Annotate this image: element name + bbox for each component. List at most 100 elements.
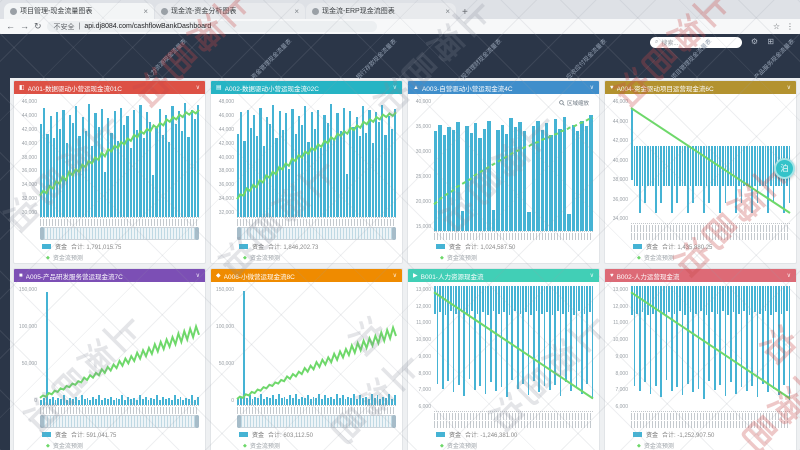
navigator-right-handle[interactable] <box>195 227 199 240</box>
panel-header[interactable]: ♥ B002-人力运营现金流 ∨ <box>605 269 796 282</box>
trend-line <box>631 98 790 223</box>
bar <box>447 127 451 231</box>
panel-icon: ◆ <box>216 273 221 279</box>
new-tab-button[interactable]: + <box>462 7 468 18</box>
bar <box>719 286 721 385</box>
chevron-down-icon[interactable]: ∨ <box>786 85 791 91</box>
bar <box>687 145 689 214</box>
bar <box>700 286 703 311</box>
legend-row[interactable]: 资金 合计: 1,024,587.50 <box>408 240 599 252</box>
navigator-left-handle[interactable] <box>40 227 44 240</box>
browser-tab-1[interactable]: 项目管理-现金流量图表 × <box>4 3 154 19</box>
search-input[interactable]: ⌕ 搜索... <box>650 37 742 48</box>
data-zoom-navigator[interactable] <box>40 415 199 428</box>
bar <box>173 395 176 405</box>
back-button[interactable]: ← <box>6 21 15 31</box>
floating-chat-button[interactable]: 泊 <box>774 158 795 179</box>
collapsed-sidebar[interactable] <box>0 34 10 450</box>
bar <box>586 286 588 384</box>
bar <box>436 286 439 384</box>
forward-button[interactable]: → <box>20 21 29 31</box>
legend-row[interactable]: 资金 合计: 1,846,202.73 <box>211 240 402 252</box>
browser-tab-2[interactable]: 现金流-资金分析图表 × <box>155 3 305 19</box>
bar <box>68 114 72 217</box>
plot-area <box>40 98 199 218</box>
bar <box>150 397 153 405</box>
navigator-left-handle[interactable] <box>237 227 241 240</box>
bar <box>164 114 168 217</box>
x-axis-labels <box>434 233 593 240</box>
bar <box>370 394 373 405</box>
legend-row[interactable]: 资金 合计: -1,252,907.50 <box>605 428 796 440</box>
browser-tab-3[interactable]: 现金流-ERP现金流图表 × <box>306 3 456 19</box>
browser-menu-icon[interactable]: ⋮ <box>786 22 794 31</box>
panel-header[interactable]: ♥ A004-资金驱动项目运营现金流6C ∨ <box>605 81 796 94</box>
panel-icon: ■ <box>19 272 23 279</box>
bar <box>663 286 665 315</box>
bar <box>708 145 711 204</box>
chevron-down-icon[interactable]: ∨ <box>589 273 594 279</box>
bar <box>567 213 571 231</box>
gear-icon[interactable]: ⚙ <box>750 37 758 46</box>
navigator-right-handle[interactable] <box>195 415 199 428</box>
legend-row[interactable]: 资金 合计: 1,791,015.75 <box>14 240 205 252</box>
panel-header[interactable]: ◧ A001-数据驱动小营运现金流01C ∨ <box>14 81 205 94</box>
tab-close-icon[interactable]: × <box>143 6 148 16</box>
navigator-right-handle[interactable] <box>392 415 396 428</box>
address-bar[interactable]: 不安全 | api.dj8084.com/cashflowBankDashboa… <box>46 21 377 32</box>
grid-apps-icon[interactable]: ⊞ <box>767 37 774 46</box>
zoom-tool-button[interactable]: 区域缩放 <box>556 99 591 107</box>
bar <box>743 145 745 186</box>
forecast-note: ◆ 资金流预测 <box>605 252 796 263</box>
bar <box>511 286 514 380</box>
bar <box>344 399 347 405</box>
legend-row[interactable]: 资金 合计: 1,435,880.25 <box>605 240 796 252</box>
trend-line <box>631 286 790 411</box>
chevron-down-icon[interactable]: ∨ <box>392 85 397 91</box>
chevron-down-icon[interactable]: ∨ <box>589 85 594 91</box>
legend-row[interactable]: 资金 合计: 603,112.50 <box>211 428 402 440</box>
data-zoom-navigator[interactable] <box>237 227 396 240</box>
forecast-note-label: 资金流预测 <box>52 444 83 450</box>
bar <box>692 145 695 204</box>
bar-series <box>237 98 397 217</box>
bar <box>306 395 309 405</box>
panel-header[interactable]: ▶ B001-人力资源现金流 ∨ <box>408 269 599 282</box>
legend-row[interactable]: 资金 合计: -1,246,381.00 <box>408 428 599 440</box>
plot-wrap: 13,000 12,000 11,000 10,000 9,000 8,000 7,000 6… <box>408 282 599 412</box>
bar <box>474 286 476 390</box>
navigator-right-handle[interactable] <box>392 227 396 240</box>
bar <box>294 133 297 217</box>
bar <box>307 142 310 217</box>
tab-close-icon[interactable]: × <box>294 6 299 16</box>
bar <box>495 286 498 391</box>
reload-button[interactable]: ↻ <box>34 21 42 31</box>
forecast-note: ◆ 资金流预测 <box>408 440 599 450</box>
y-tick-label: 20,000 <box>415 199 431 205</box>
navigator-left-handle[interactable] <box>237 415 241 428</box>
legend-swatch <box>239 431 248 437</box>
legend-row[interactable]: 资金 合计: 591,041.75 <box>14 428 205 440</box>
panel-header[interactable]: ◆ A006-小微营运现金流8C ∨ <box>211 269 402 282</box>
bar <box>78 136 81 217</box>
bar <box>772 286 775 389</box>
bar <box>159 400 162 405</box>
chevron-down-icon[interactable]: ∨ <box>786 273 791 279</box>
panel-header[interactable]: ▤ A002-数据驱动小营运现金流02C ∨ <box>211 81 402 94</box>
panel-header[interactable]: ▲ A003-自营驱动小营运现金流4C ∨ <box>408 81 599 94</box>
data-zoom-navigator[interactable] <box>40 227 199 240</box>
tab-close-icon[interactable]: × <box>445 6 450 16</box>
data-zoom-navigator[interactable] <box>237 415 396 428</box>
chevron-down-icon[interactable]: ∨ <box>392 273 397 279</box>
bar <box>152 175 155 217</box>
y-tick-label: 7,000 <box>418 387 431 394</box>
forecast-note-label: 资金流预测 <box>446 256 477 262</box>
bar <box>751 286 753 386</box>
bar <box>460 211 465 231</box>
panel-header[interactable]: ■ A005-产品研发服务营运现金流7C ∨ <box>14 269 205 282</box>
chevron-down-icon[interactable]: ∨ <box>195 85 200 91</box>
navigator-left-handle[interactable] <box>40 415 44 428</box>
bookmark-star-icon[interactable]: ☆ <box>772 22 780 31</box>
bar <box>374 112 377 217</box>
chevron-down-icon[interactable]: ∨ <box>195 273 200 279</box>
